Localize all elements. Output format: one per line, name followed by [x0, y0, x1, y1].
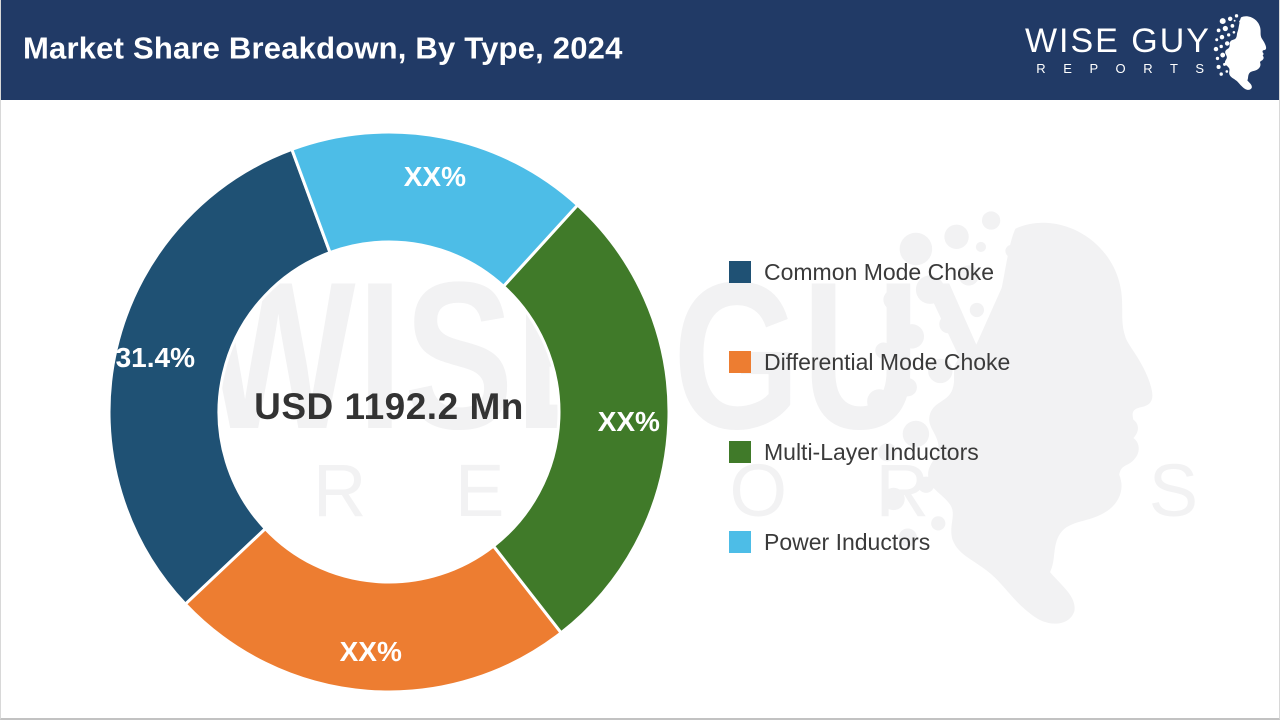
legend-swatch	[729, 531, 751, 553]
brand-subtext: R E P O R T S	[1036, 61, 1211, 76]
legend-item-common-mode-choke: Common Mode Choke	[729, 259, 1010, 285]
donut-center-value: USD 1192.2 Mn	[254, 386, 524, 427]
donut-segment-power-inductors	[289, 130, 580, 289]
legend-swatch	[729, 261, 751, 283]
legend-label: Common Mode Choke	[764, 258, 995, 285]
brand-wordmark: WISE GUY	[1024, 22, 1211, 60]
chart-area: WISE GUY R E P O R T S 31.4% XX% XX% XX% US…	[1, 100, 1279, 718]
slice-label-power-inductors: XX%	[404, 161, 466, 192]
header: Market Share Breakdown, By Type, 2024 WI…	[1, 0, 1279, 100]
donut-segment-common-mode-choke	[107, 147, 332, 607]
legend-item-multi-layer-inductors: Multi-Layer Inductors	[729, 439, 1010, 465]
donut-chart: 31.4% XX% XX% XX%	[107, 130, 671, 694]
legend: Common Mode Choke Differential Mode Choke…	[729, 259, 1010, 555]
slice-label-multi-layer-inductors: XX%	[598, 406, 660, 437]
legend-item-differential-mode-choke: Differential Mode Choke	[729, 349, 1010, 375]
legend-swatch	[729, 351, 751, 373]
page-title: Market Share Breakdown, By Type, 2024	[23, 30, 623, 66]
brand-text: WISE GUY R E P O R T S	[1025, 24, 1211, 76]
legend-swatch	[729, 441, 751, 463]
brand-face-icon	[1213, 8, 1269, 92]
slice-label-common-mode-choke: 31.4%	[116, 342, 195, 373]
donut-segment-multi-layer-inductors	[491, 202, 671, 635]
legend-item-power-inductors: Power Inductors	[729, 529, 1010, 555]
brand-logo: WISE GUY R E P O R T S	[1025, 4, 1269, 96]
legend-label: Power Inductors	[764, 528, 931, 555]
legend-label: Differential Mode Choke	[764, 348, 1011, 375]
legend-label: Multi-Layer Inductors	[764, 438, 979, 465]
donut-segment-differential-mode-choke	[183, 526, 564, 694]
slice-label-differential-mode-choke: XX%	[340, 636, 402, 667]
